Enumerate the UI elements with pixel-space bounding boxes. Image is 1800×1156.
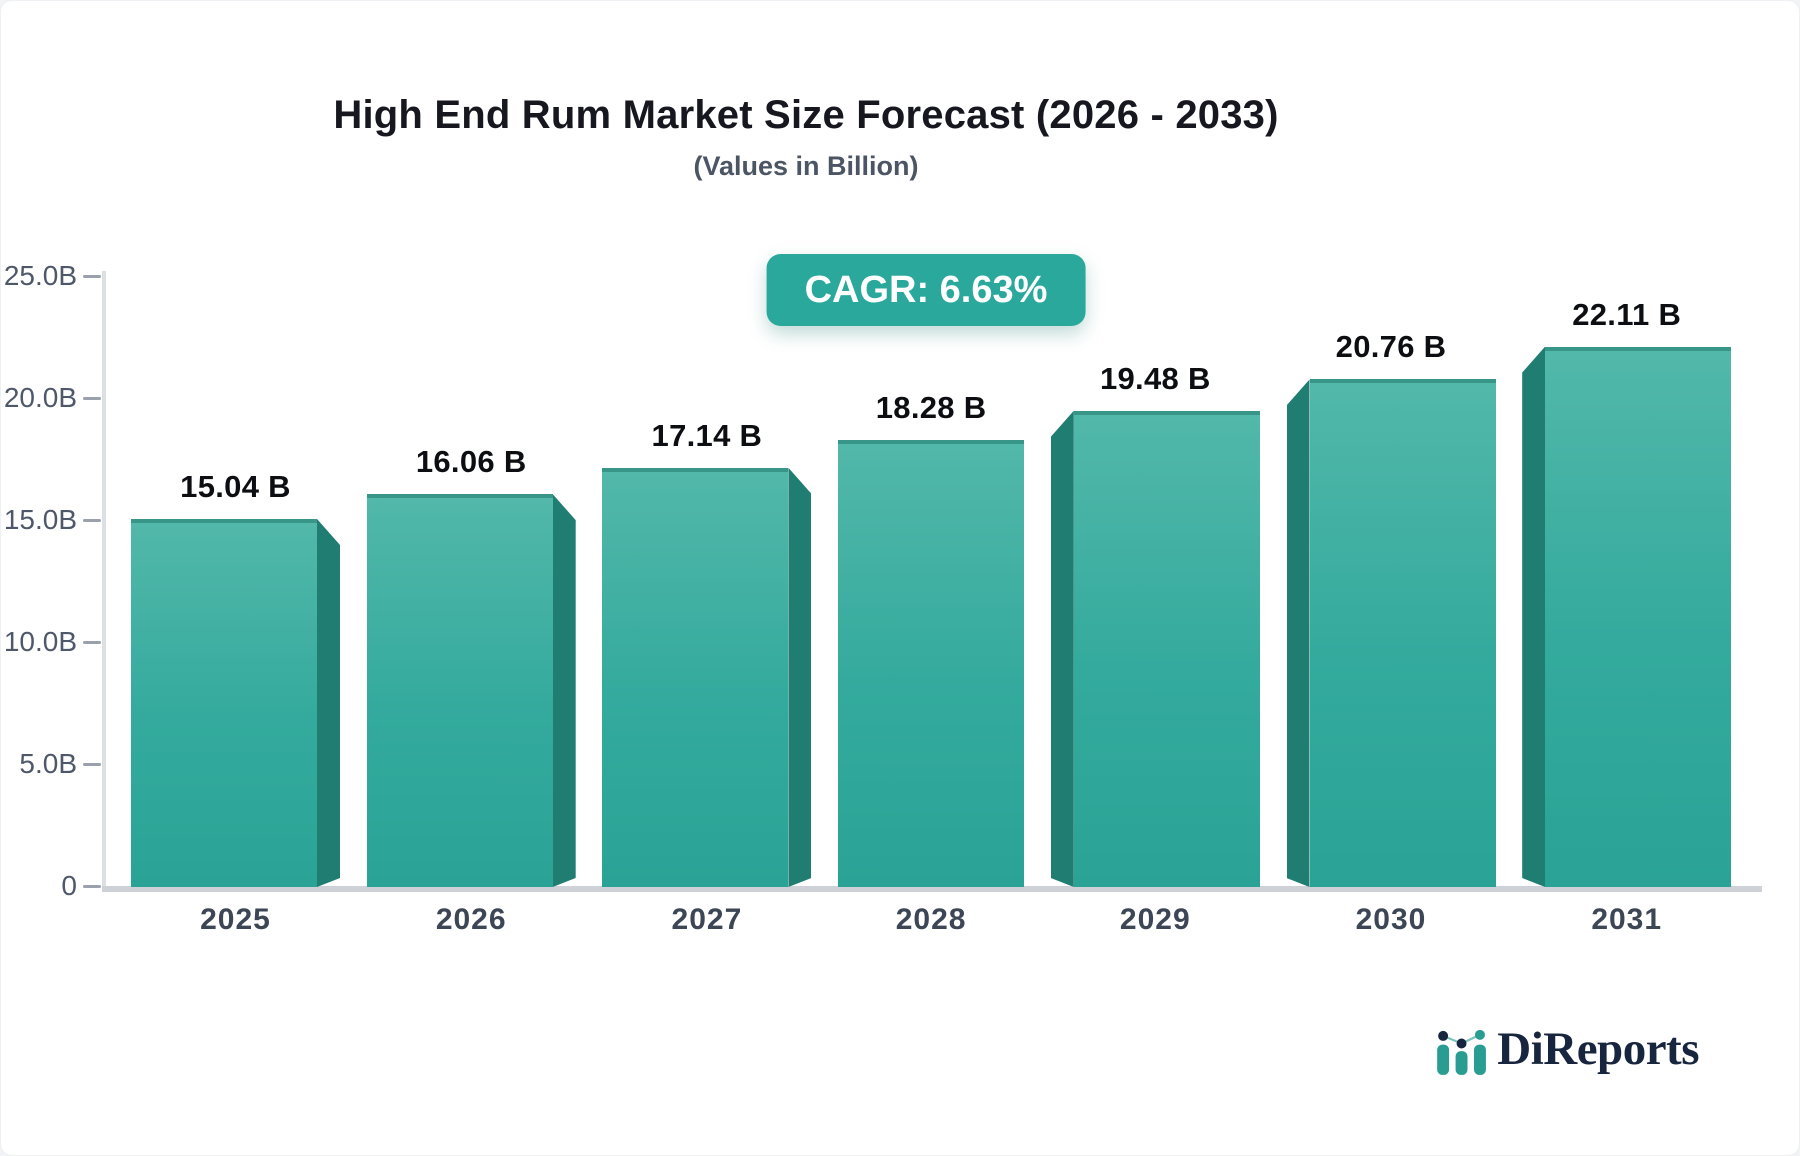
y-tick-label: 10.0B [3,626,77,657]
y-tick-mark [83,518,101,522]
y-tick-label: 0 [61,870,77,901]
bar-2031-side-face [1522,346,1546,887]
bar-value-label: 19.48 B [1099,360,1211,396]
cagr-badge: CAGR: 6.63% [766,254,1086,326]
y-tick-label: 20.0B [3,382,77,413]
bar-2027 [602,467,789,887]
bar-value-label: 20.76 B [1335,329,1447,365]
chart-subtitle: (Values in Billion) [693,151,919,181]
x-tick-label: 2029 [1119,903,1191,936]
x-tick-label: 2030 [1355,903,1427,936]
direports-logo-text: DiReports [1497,1023,1699,1075]
bar-value-label: 15.04 B [180,469,291,505]
y-tick-mark [83,274,101,278]
bar-2028 [838,439,1025,887]
bar-2027-side-face [788,467,812,887]
bar-value-label: 22.11 B [1572,296,1682,332]
bar-2030 [1309,379,1496,887]
x-tick-label: 2028 [895,903,967,936]
direports-logo: DiReports [1435,1023,1699,1075]
bar-value-label: 17.14 B [651,417,763,453]
direports-logo-icon [1437,1029,1487,1075]
y-tick-label: 15.0B [3,504,77,535]
bar-2031 [1545,346,1732,887]
y-tick-mark [83,762,101,766]
bar-2029 [1073,410,1260,887]
bar-value-label: 18.28 B [875,389,987,425]
bar-2026 [366,494,553,887]
y-tick-mark [83,396,101,400]
x-tick-label: 2031 [1591,903,1663,936]
y-tick-label: 25.0B [3,260,77,291]
x-tick-label: 2027 [671,903,743,936]
bar-2030-side-face [1286,379,1310,887]
y-tick-mark [83,884,101,888]
bar-2025-side-face [317,519,340,887]
y-tick-mark [83,640,101,644]
x-axis-line [102,886,1762,892]
bar-2025 [131,519,317,887]
bar-2029-side-face [1050,410,1074,887]
bar-value-label: 16.06 B [415,444,527,480]
y-tick-label: 5.0B [19,748,77,779]
x-tick-label: 2026 [435,903,507,936]
x-tick-label: 2025 [200,903,271,936]
chart-title: High End Rum Market Size Forecast (2026 … [333,93,1279,137]
bar-2026-side-face [552,494,576,887]
y-axis-line [102,271,106,891]
